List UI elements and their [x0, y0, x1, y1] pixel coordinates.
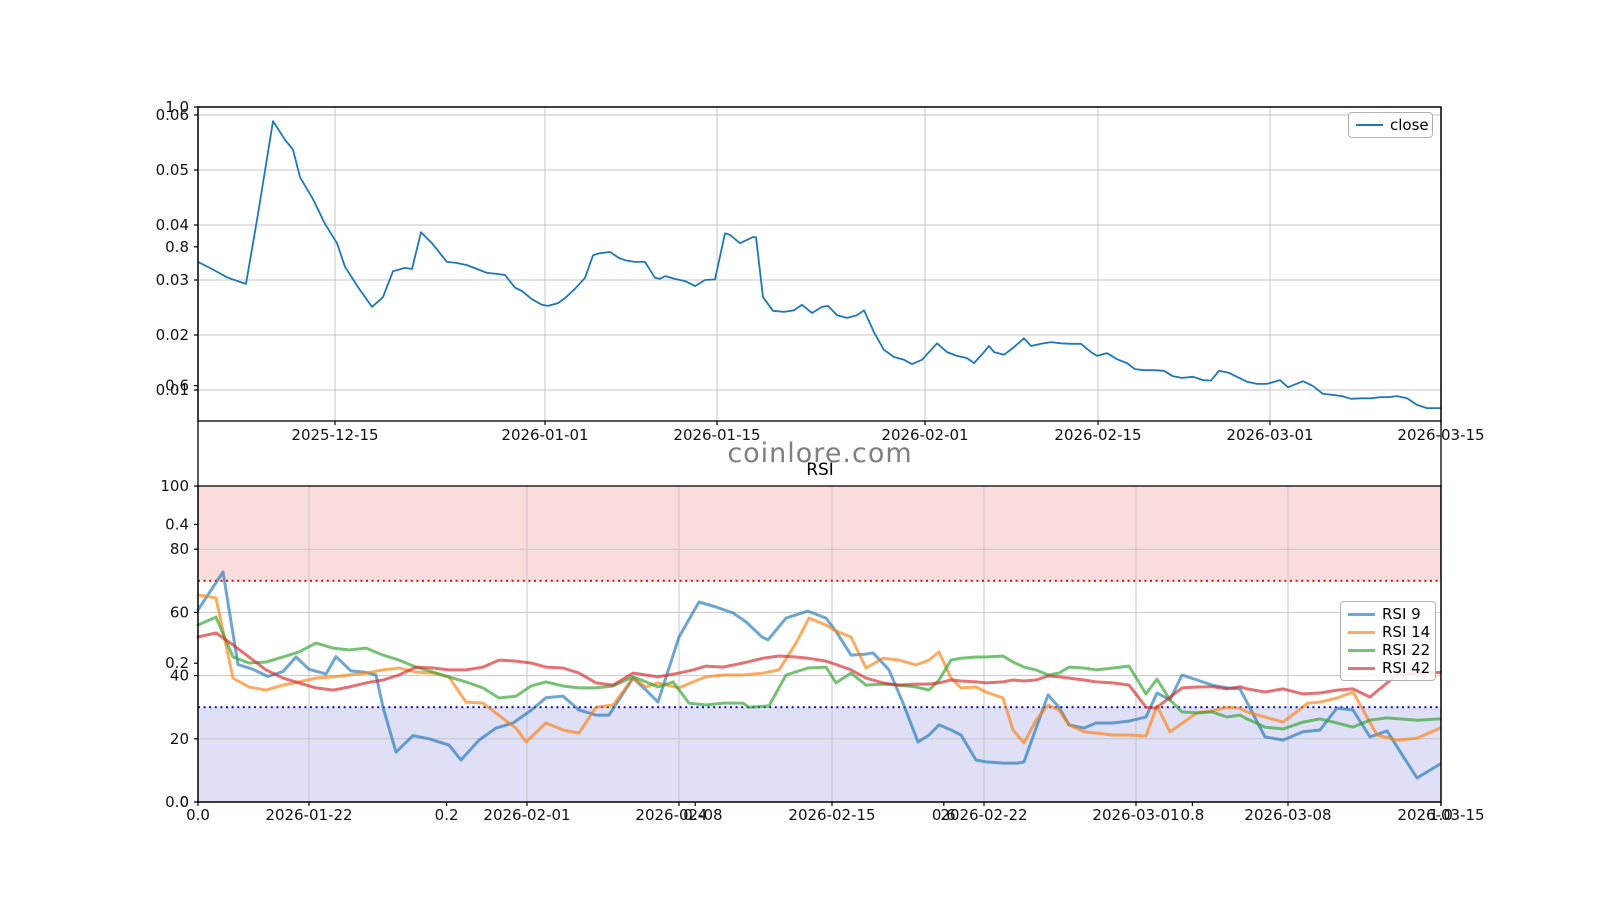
- rsi-ytick-label: 20: [170, 730, 189, 748]
- rsi-xtick-label: 2026-02-08: [635, 806, 722, 824]
- rsi-axes-frame: [197, 485, 1442, 803]
- overlay-xtick-label: 0.0: [186, 806, 210, 824]
- price-xtick-label: 2026-03-15: [1397, 426, 1484, 444]
- rsi-xtick-label: 2026-03-01: [1092, 806, 1179, 824]
- price-xtick-label: 2026-03-01: [1226, 426, 1313, 444]
- rsi-ytick-label: 100: [160, 477, 189, 495]
- rsi-legend-label: RSI 42: [1382, 659, 1431, 677]
- overlay-xtick-label: 0.2: [435, 806, 459, 824]
- rsi-ytick-label: 60: [170, 603, 189, 621]
- overlay-xtick-label: 0.8: [1180, 806, 1204, 824]
- rsi-xtick-label: 2026-02-15: [788, 806, 875, 824]
- watermark: coinlore.com: [727, 438, 913, 469]
- price-xtick-label: 2026-02-15: [1054, 426, 1141, 444]
- rsi-42-swatch: [1348, 666, 1375, 670]
- price-ytick-label: 0.02: [156, 326, 189, 344]
- rsi-legend-row: RSI 14: [1348, 623, 1431, 641]
- price-xtick-label: 2026-01-01: [501, 426, 588, 444]
- price-legend-label: close: [1390, 116, 1429, 134]
- rsi-legend-label: RSI 9: [1382, 605, 1421, 623]
- tick-marks: [194, 106, 1442, 806]
- rsi-42-line: [196, 631, 1442, 710]
- overlay-ytick-label: 0.8: [165, 238, 189, 256]
- overlay-ytick-label: 0.4: [165, 515, 189, 533]
- rsi-ytick-label: 0: [179, 793, 189, 811]
- rsi-legend-row: RSI 22: [1348, 641, 1431, 659]
- rsi-xtick-label: 2026-01-22: [265, 806, 352, 824]
- rsi-9-swatch: [1348, 612, 1375, 616]
- close-price-line: [197, 120, 1441, 410]
- rsi-22-swatch: [1348, 648, 1375, 652]
- price-ytick-label: 0.01: [156, 381, 189, 399]
- price-axes-frame: [197, 106, 1442, 422]
- price-ytick-label: 0.04: [156, 216, 189, 234]
- price-xtick-label: 2026-01-15: [673, 426, 760, 444]
- overlay-ytick-label: 0.6: [165, 377, 189, 395]
- overlay-ytick-label: 1.0: [165, 98, 189, 116]
- price-ytick-label: 0.05: [156, 161, 189, 179]
- rsi-14-swatch: [1348, 630, 1375, 634]
- price-ytick-label: 0.06: [156, 106, 189, 124]
- rsi-xtick-label: 2026-02-22: [940, 806, 1027, 824]
- price-xtick-label: 2025-12-15: [291, 426, 378, 444]
- rsi-legend-label: RSI 22: [1382, 641, 1431, 659]
- rsi-xtick-label: 2026-03-15: [1397, 806, 1484, 824]
- price-xtick-label: 2026-02-01: [881, 426, 968, 444]
- overlay-ytick-label: 0.2: [165, 654, 189, 672]
- close-line-swatch: [1356, 123, 1383, 127]
- rsi-legend-label: RSI 14: [1382, 623, 1431, 641]
- rsi-xtick-label: 2026-02-01: [483, 806, 570, 824]
- price-ytick-label: 0.03: [156, 271, 189, 289]
- rsi-xtick-label: 2026-03-08: [1244, 806, 1331, 824]
- rsi-legend-row: RSI 9: [1348, 605, 1428, 623]
- price-legend: close: [1348, 112, 1433, 138]
- rsi-ytick-label: 80: [170, 540, 189, 558]
- overlay-xtick-label: 1.0: [1429, 806, 1453, 824]
- rsi-ytick-label: 40: [170, 667, 189, 685]
- oversold-band: [198, 707, 1441, 802]
- overbought-band: [198, 486, 1441, 581]
- rsi-legend: RSI 9 RSI 14 RSI 22 RSI 42: [1340, 601, 1436, 681]
- overlay-xtick-label: 0.6: [932, 806, 956, 824]
- rsi-9-line: [196, 570, 1442, 780]
- rsi-legend-row: RSI 42: [1348, 659, 1431, 677]
- rsi-panel-title: RSI: [806, 460, 834, 480]
- overlay-ytick-label: 0.0: [165, 793, 189, 811]
- overlay-xtick-label: 0.4: [683, 806, 707, 824]
